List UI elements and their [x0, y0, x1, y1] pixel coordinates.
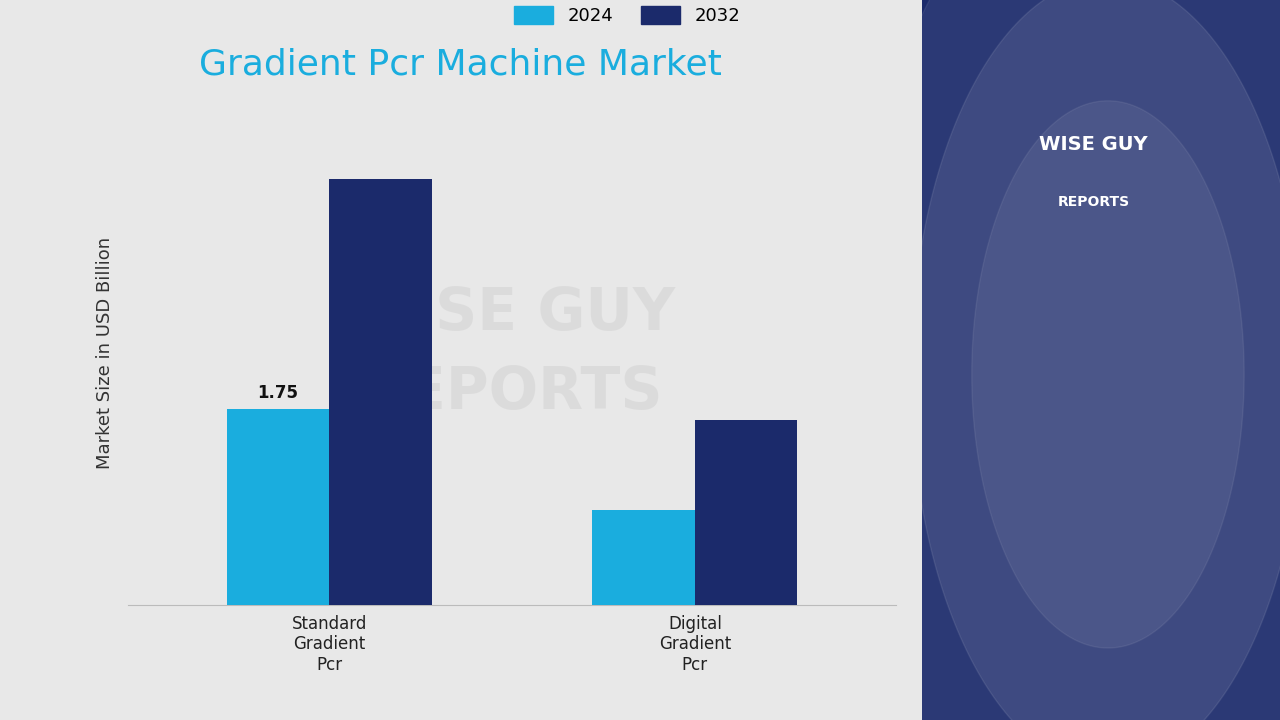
Text: REPORTS: REPORTS — [1057, 194, 1130, 209]
Text: 1.75: 1.75 — [257, 384, 298, 402]
Legend: 2024, 2032: 2024, 2032 — [507, 0, 748, 32]
Polygon shape — [911, 0, 1280, 720]
Polygon shape — [972, 101, 1244, 648]
Bar — [593, 510, 695, 605]
Polygon shape — [850, 0, 1280, 720]
Bar — [329, 179, 431, 605]
Y-axis label: Market Size in USD Billion: Market Size in USD Billion — [96, 237, 114, 469]
Text: WISE GUY
REPORTS: WISE GUY REPORTS — [349, 284, 675, 421]
Text: WISE GUY: WISE GUY — [1039, 135, 1148, 153]
Text: Gradient Pcr Machine Market: Gradient Pcr Machine Market — [200, 48, 722, 82]
Bar — [227, 409, 329, 605]
Bar — [695, 420, 797, 605]
